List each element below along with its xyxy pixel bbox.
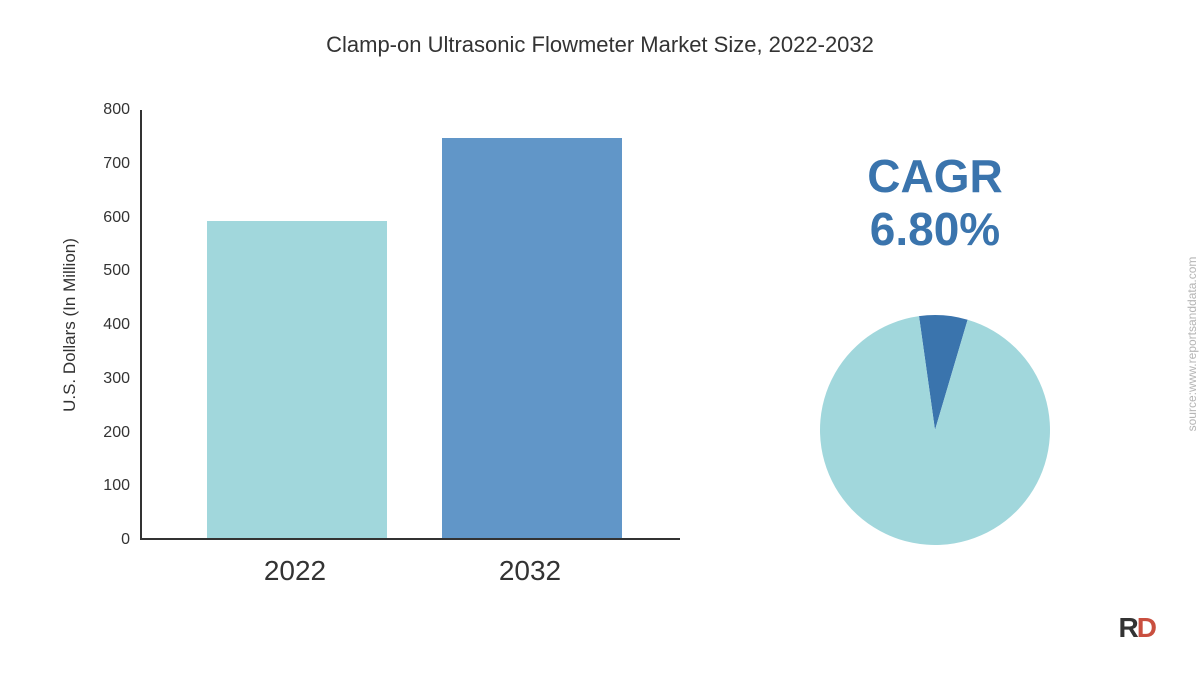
- source-attribution: source:www.reportsanddata.com: [1185, 257, 1199, 432]
- chart-title: Clamp-on Ultrasonic Flowmeter Market Siz…: [0, 32, 1200, 58]
- pie-chart: [815, 310, 1055, 550]
- bar-chart-plot: [140, 110, 680, 540]
- x-label-2022: 2022: [205, 555, 385, 587]
- cagr-block: CAGR 6.80%: [815, 150, 1055, 256]
- x-label-2032: 2032: [440, 555, 620, 587]
- bar-chart: [140, 110, 680, 540]
- cagr-value: 6.80%: [815, 203, 1055, 256]
- bar-2022: [207, 221, 387, 538]
- y-axis-ticks: 0100200300400500600700800: [90, 110, 140, 540]
- logo-letter-r: R: [1119, 612, 1137, 643]
- bar-2032: [442, 138, 622, 538]
- brand-logo: RD: [1119, 612, 1155, 644]
- y-axis-label: U.S. Dollars (In Million): [60, 238, 80, 412]
- cagr-label: CAGR: [815, 150, 1055, 203]
- logo-letter-d: D: [1137, 612, 1155, 643]
